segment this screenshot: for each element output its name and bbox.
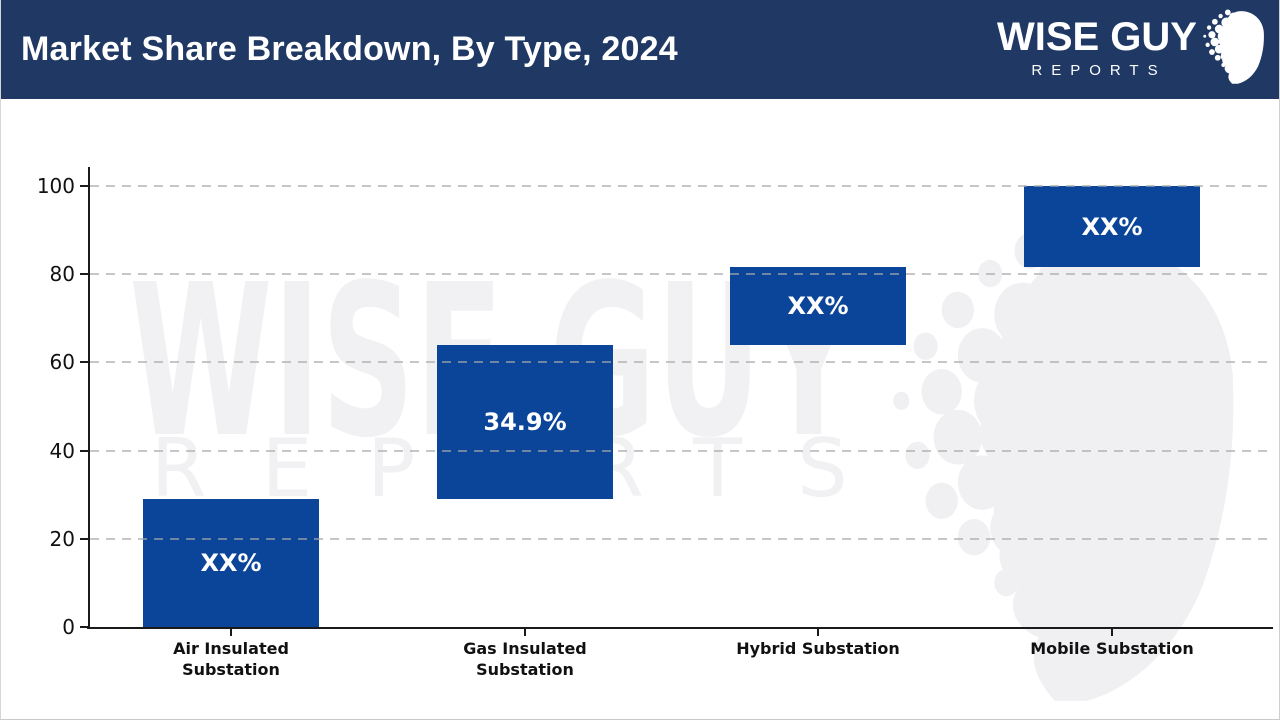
x-category-label-line: Mobile Substation	[1030, 639, 1194, 658]
y-axis-tick-label: 0	[62, 615, 75, 639]
y-axis-tick-label: 100	[36, 174, 75, 198]
y-axis-tick-label: 60	[49, 350, 75, 375]
x-category-label-line: Hybrid Substation	[736, 639, 900, 658]
chart-area: WISE GUY REPORTS XX%34.9%XX%XX%020406080…	[1, 99, 1279, 719]
x-category-label-line: Gas Insulated	[463, 639, 587, 658]
x-axis-tick	[230, 629, 232, 636]
grid-line	[90, 537, 1271, 540]
bar-value-label: XX%	[787, 291, 849, 320]
y-axis-tick	[80, 361, 88, 364]
x-category-label-line: Substation	[182, 659, 280, 679]
logo-subtitle: REPORTS	[1031, 61, 1167, 79]
grid-line	[90, 449, 1271, 452]
grid-line	[90, 185, 1271, 187]
y-axis-tick-label: 20	[49, 526, 75, 551]
y-axis-tick-label: 40	[49, 438, 75, 463]
x-category-label: Gas Insulated Substation	[405, 639, 645, 681]
y-axis-tick-label: 80	[49, 262, 75, 287]
x-axis-tick	[817, 629, 819, 636]
y-axis-tick	[80, 537, 88, 540]
x-category-label: Hybrid Substation	[698, 639, 938, 660]
header-bar: Market Share Breakdown, By Type, 2024 WI…	[1, 0, 1279, 99]
x-category-label-line: Substation	[476, 659, 574, 679]
bar	[730, 267, 906, 345]
bar-value-label: XX%	[1081, 212, 1143, 241]
page-title: Market Share Breakdown, By Type, 2024	[21, 30, 678, 68]
brand-logo: WISE GUY REPORTS	[997, 4, 1271, 90]
logo-text: WISE GUY REPORTS	[997, 17, 1197, 78]
logo-head-dots-icon	[1203, 9, 1264, 84]
grid-line	[90, 273, 1271, 276]
y-axis-tick	[80, 273, 88, 276]
y-axis-tick	[80, 449, 88, 452]
bar	[1024, 186, 1200, 268]
grid-line	[90, 361, 1271, 364]
x-axis-tick	[524, 629, 526, 636]
bar	[143, 498, 319, 627]
x-category-label-line: Air Insulated	[173, 639, 289, 658]
x-axis-tick	[1111, 629, 1113, 636]
y-axis-line	[88, 167, 90, 629]
x-axis-line	[87, 627, 1273, 629]
y-axis-tick	[80, 185, 88, 187]
bar-value-label: 34.9%	[483, 407, 567, 436]
bar	[437, 344, 613, 499]
y-axis-tick	[80, 626, 88, 628]
x-category-label: Mobile Substation	[992, 639, 1232, 660]
bar-value-label: XX%	[200, 548, 262, 577]
logo-wordmark: WISE GUY	[996, 14, 1197, 59]
x-category-label: Air Insulated Substation	[111, 639, 351, 681]
